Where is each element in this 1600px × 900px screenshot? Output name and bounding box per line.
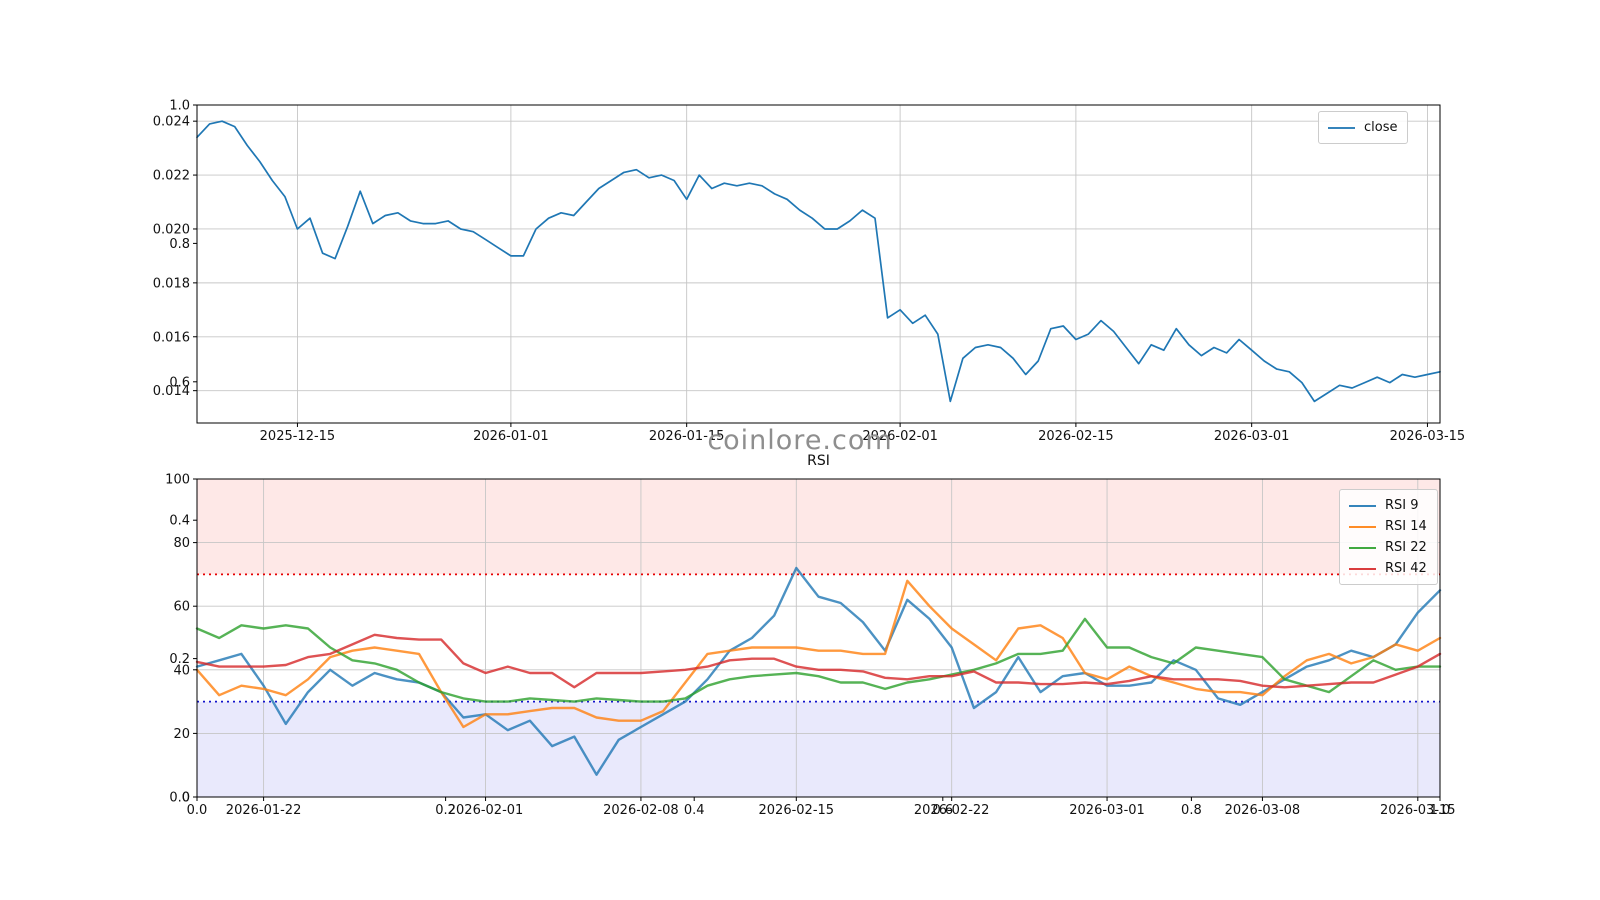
price-axes-frame (196, 104, 1441, 424)
rsi-line-rsi-22 (195, 617, 1442, 703)
rsi-xtick-label: 2026-03-08 (1225, 803, 1301, 818)
price-xtick-label: 2026-01-01 (473, 429, 549, 444)
legend-label: RSI 42 (1385, 561, 1427, 576)
ghost-xtick-label: 0.4 (684, 803, 705, 818)
rsi-ytick-label: 60 (173, 600, 190, 615)
price-legend: close (1318, 111, 1409, 144)
rsi-xtick-label: 2026-02-15 (759, 803, 835, 818)
legend-line-swatch (1349, 504, 1376, 507)
ghost-ytick-label: 1.0 (169, 99, 190, 114)
price-xtick-label: 2026-02-01 (862, 429, 938, 444)
rsi-legend: RSI 9 RSI 14 RSI 22 RSI 42 (1339, 489, 1438, 585)
ghost-axis: 1.0 0.8 0.6 0.4 0.2 0.00.0 0.2 0.4 0.6 0.8 1.0 (169, 99, 1450, 819)
legend-line-swatch (1349, 546, 1376, 549)
legend-label: RSI 14 (1385, 519, 1427, 534)
price-xtick-label: 2026-01-15 (649, 429, 725, 444)
watermark: coinlore.com (707, 425, 893, 456)
price-ytick-label: 0.020 (153, 222, 190, 237)
rsi-ytick-label: 20 (173, 727, 190, 742)
legend-entry: RSI 14 (1349, 516, 1427, 537)
rsi-line-rsi-9 (195, 566, 1442, 776)
ghost-ytick-label: 0.2 (169, 652, 190, 667)
legend-entry: RSI 42 (1349, 558, 1427, 579)
rsi-xtick-label: 2026-02-22 (914, 803, 990, 818)
price-ytick-label: 0.024 (153, 115, 190, 130)
price-ytick-label: 0.022 (153, 169, 190, 184)
price-xtick-label: 2026-03-15 (1390, 429, 1466, 444)
ghost-xtick-label: 0.6 (932, 803, 953, 818)
price-ytick-label: 0.016 (153, 330, 190, 345)
rsi-xtick-label: 2026-03-01 (1069, 803, 1145, 818)
legend-entry: RSI 22 (1349, 537, 1427, 558)
ghost-xtick-label: 0.2 (435, 803, 456, 818)
legend-label: close (1364, 120, 1398, 135)
price-ytick-label: 0.018 (153, 276, 190, 291)
legend-entry: close (1328, 117, 1397, 138)
legend-line-swatch (1349, 525, 1376, 528)
price-xtick-label: 2025-12-15 (260, 429, 336, 444)
legend-line-swatch (1328, 126, 1355, 129)
close-line (196, 120, 1441, 403)
ghost-ytick-label: 0.0 (169, 791, 190, 806)
rsi-xtick-label: 2026-02-01 (448, 803, 524, 818)
ghost-ytick-label: 0.4 (169, 514, 190, 529)
rsi-line-rsi-42 (195, 633, 1442, 689)
overbought-band (197, 479, 1440, 575)
price-xtick-label: 2026-02-15 (1038, 429, 1114, 444)
ghost-xtick-label: 0.0 (187, 803, 208, 818)
rsi-ytick-label: 100 (165, 473, 190, 488)
rsi-ytick-label: 0 (182, 791, 190, 806)
rsi-xtick-label: 2026-01-22 (226, 803, 302, 818)
legend-label: RSI 9 (1385, 498, 1419, 513)
price-xtick-label: 2026-03-01 (1214, 429, 1290, 444)
ghost-xtick-label: 0.8 (1181, 803, 1202, 818)
legend-entry: RSI 9 (1349, 495, 1427, 516)
ghost-xtick-label: 1.0 (1430, 803, 1451, 818)
price-ytick-label: 0.014 (153, 384, 190, 399)
ghost-ytick-label: 0.6 (169, 375, 190, 390)
price-chart: 0.014 0.016 0.018 0.020 0.022 0.024 2025-12-15… (153, 104, 1466, 444)
oversold-band (197, 701, 1440, 797)
rsi-xtick-label: 2026-03-15 (1380, 803, 1456, 818)
ghost-ytick-label: 0.8 (169, 237, 190, 252)
legend-label: RSI 22 (1385, 540, 1427, 555)
rsi-axes-frame (196, 478, 1441, 798)
rsi-xtick-label: 2026-02-08 (603, 803, 679, 818)
rsi-line-rsi-14 (195, 579, 1442, 729)
legend-line-swatch (1349, 567, 1376, 570)
rsi-ytick-label: 80 (173, 536, 190, 551)
rsi-ytick-label: 40 (173, 663, 190, 678)
rsi-chart: 0 20 40 60 80 100 2026-01-22 2026-02-01 2026-02-… (165, 473, 1455, 819)
rsi-chart-title: RSI (807, 453, 830, 469)
